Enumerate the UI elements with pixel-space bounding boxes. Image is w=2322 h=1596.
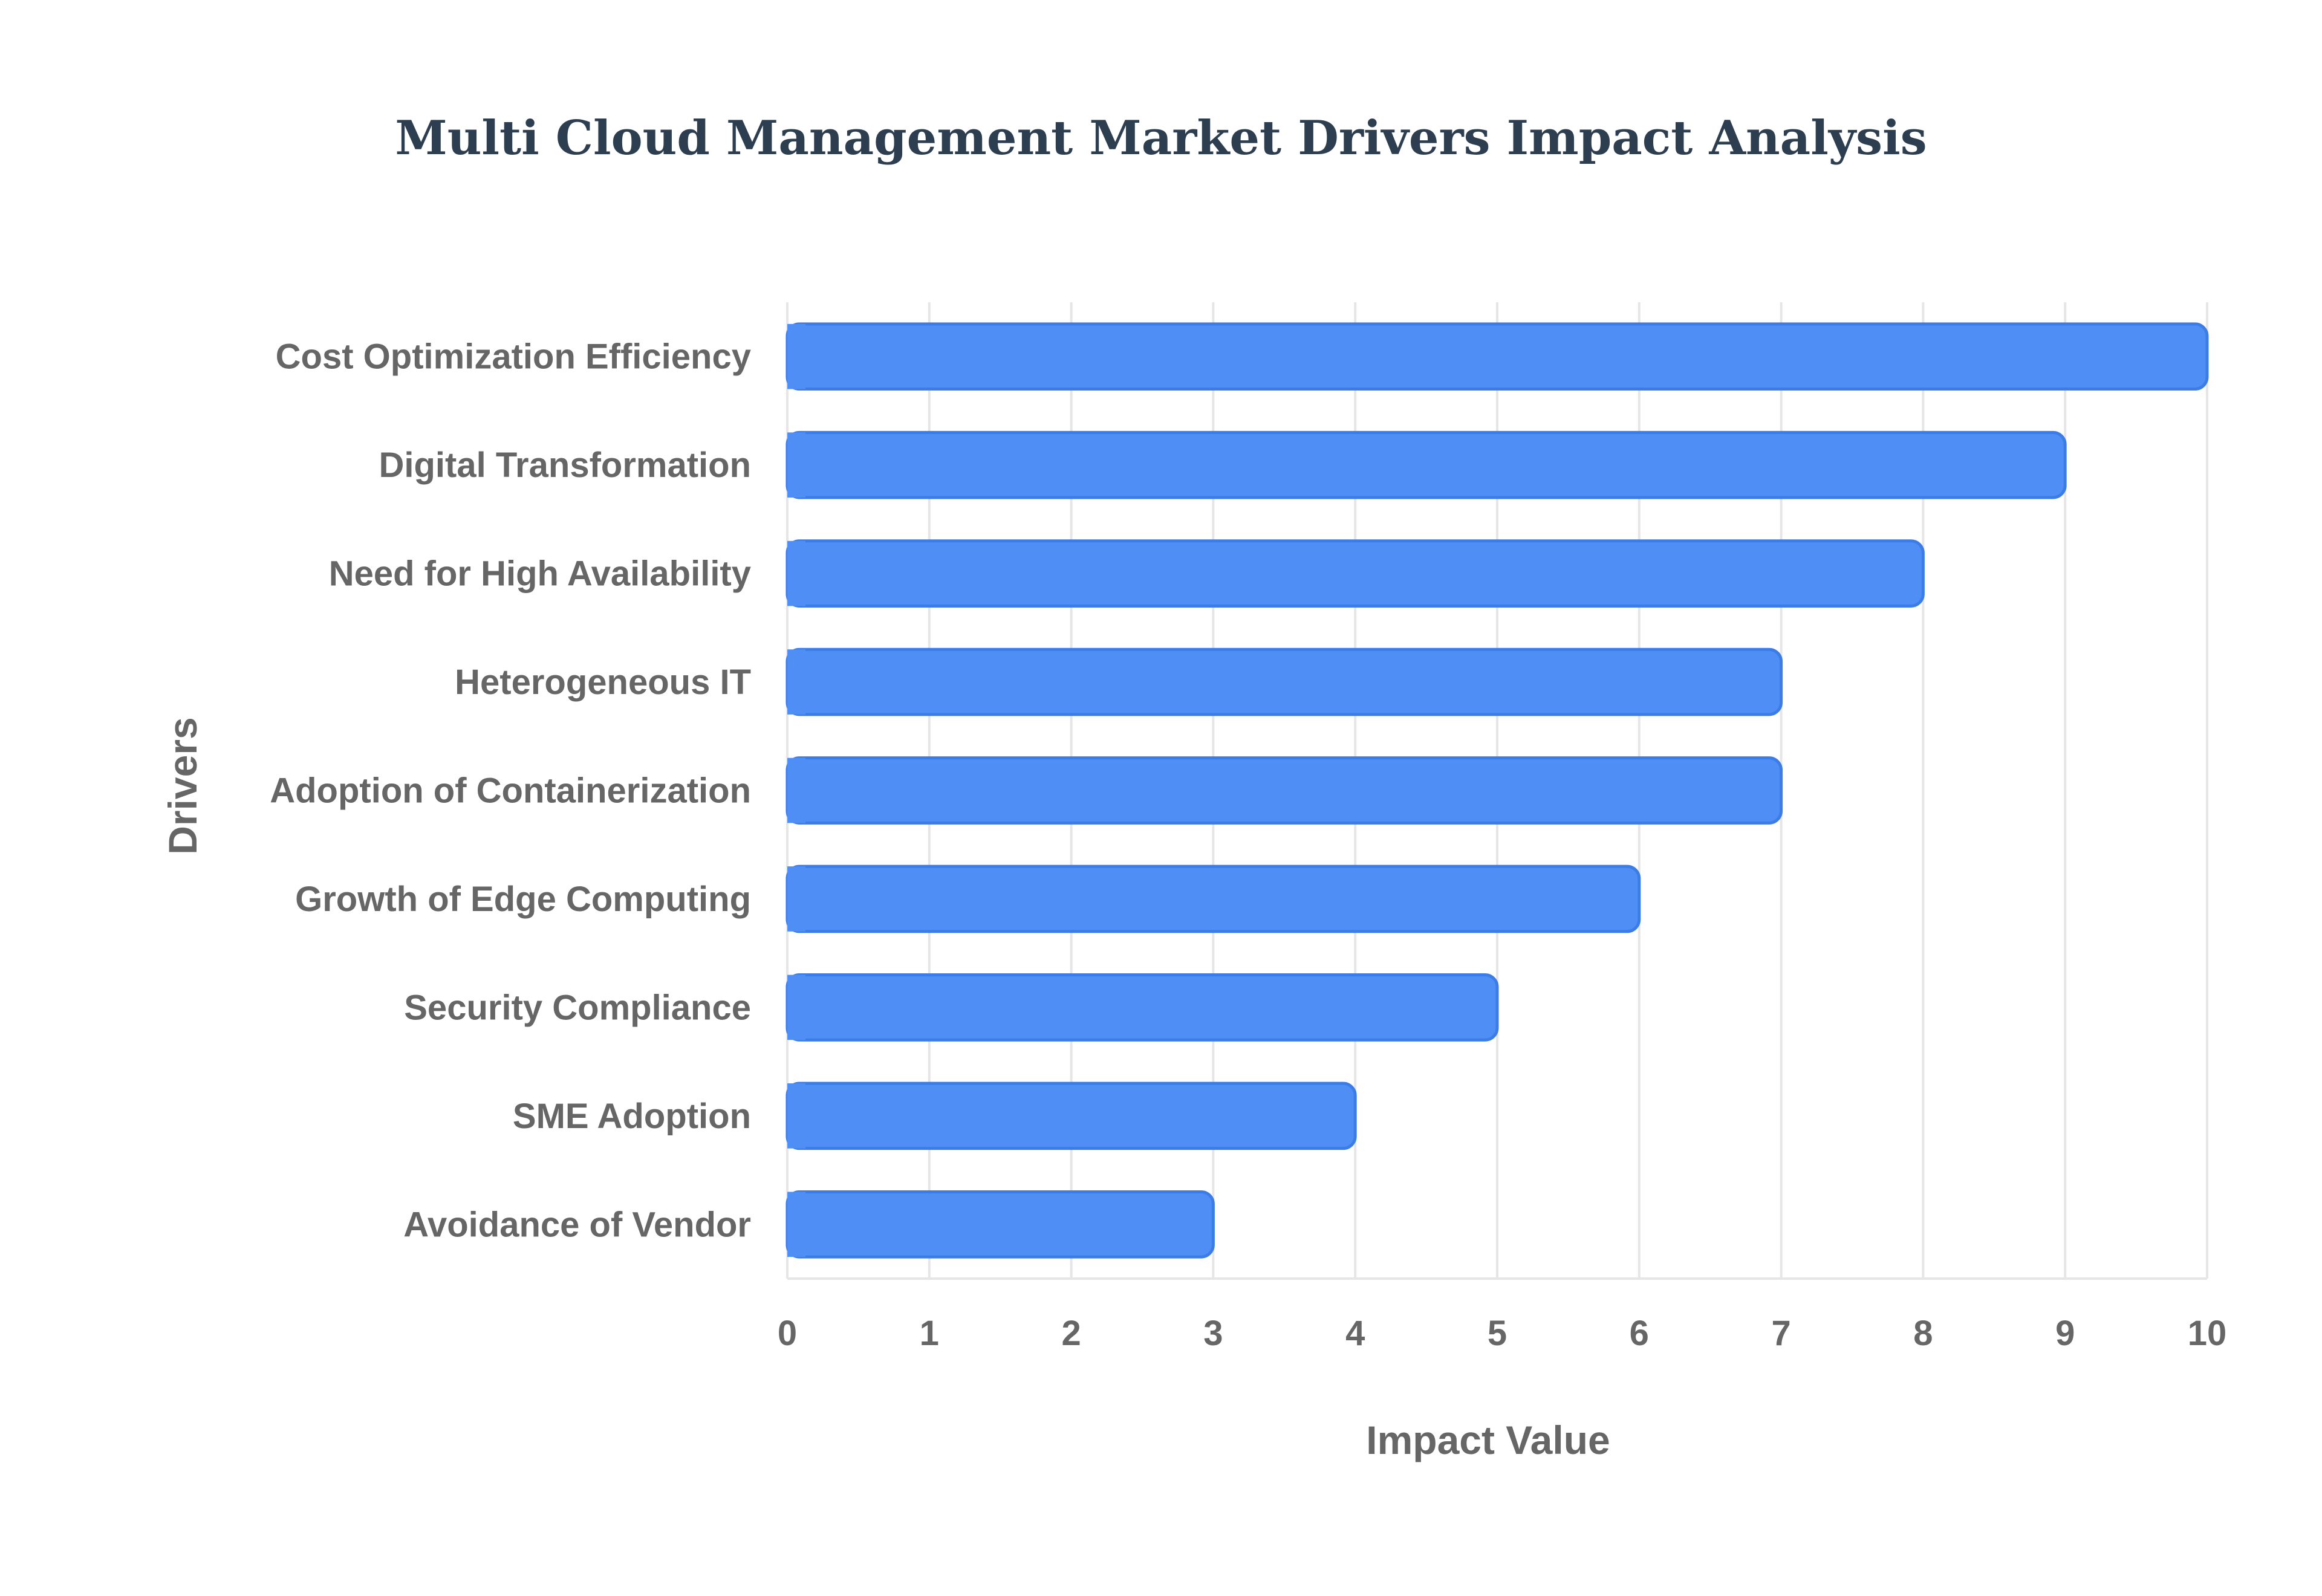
bars [785, 322, 2209, 1259]
category-label: Avoidance of Vendor [403, 1205, 751, 1244]
bar-base [787, 1192, 805, 1257]
x-tick-label: 0 [778, 1314, 797, 1353]
x-tick-labels: 0 1 2 3 4 5 6 7 8 9 10 [778, 1314, 2226, 1353]
bar [785, 430, 2067, 499]
bar [785, 1082, 1357, 1150]
chart-title: Multi Cloud Management Market Drivers Im… [395, 111, 1927, 166]
x-tick-label: 5 [1488, 1314, 1507, 1353]
y-axis-title: Drivers [160, 717, 205, 855]
x-tick-label: 6 [1630, 1314, 1649, 1353]
x-tick-label: 1 [920, 1314, 939, 1353]
x-tick-label: 3 [1203, 1314, 1223, 1353]
x-tick-label: 9 [2055, 1314, 2075, 1353]
category-label: Need for High Availability [329, 554, 751, 594]
category-label: Growth of Edge Computing [295, 880, 751, 919]
x-tick-label: 8 [1913, 1314, 1933, 1353]
x-tick-label: 2 [1061, 1314, 1081, 1353]
bar-base [787, 757, 805, 823]
bar-base [787, 540, 805, 606]
category-label: SME Adoption [513, 1097, 751, 1136]
category-label: Security Compliance [404, 988, 751, 1027]
category-label: Heterogeneous IT [455, 663, 751, 702]
bar-base [787, 866, 805, 932]
bar-base [787, 649, 805, 715]
category-label: Cost Optimization Efficiency [276, 337, 751, 377]
bar-base [787, 432, 805, 498]
category-label: Digital Transformation [379, 446, 751, 485]
bar [785, 864, 1641, 933]
category-label: Adoption of Containerization [270, 771, 751, 811]
bar [785, 1190, 1215, 1259]
bar-base [787, 975, 805, 1040]
bar [785, 756, 1783, 825]
bar [785, 647, 1783, 716]
bar-base [787, 1083, 805, 1149]
x-tick-label: 7 [1771, 1314, 1790, 1353]
category-labels: Cost Optimization Efficiency Digital Tran… [270, 337, 751, 1245]
bar [785, 539, 1925, 608]
bar [785, 322, 2209, 391]
x-axis-title: Impact Value [1366, 1418, 1610, 1462]
x-tick-label: 10 [2188, 1314, 2227, 1353]
bar-base [787, 323, 805, 389]
x-tick-label: 4 [1345, 1314, 1365, 1353]
bar [785, 973, 1499, 1042]
